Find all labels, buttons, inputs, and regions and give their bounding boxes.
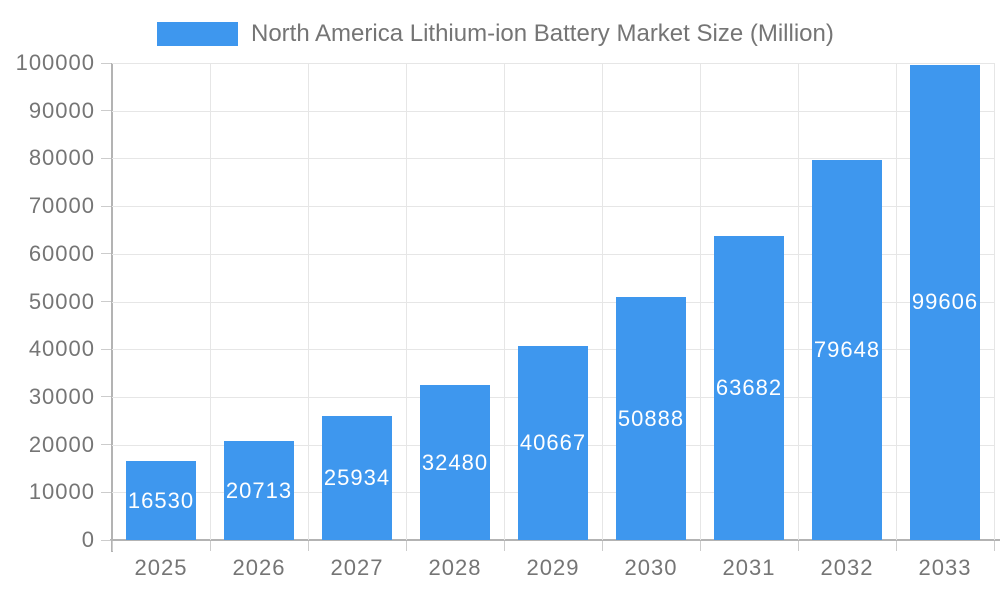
bar-value-label: 32480 <box>421 449 489 475</box>
y-gridline <box>112 158 994 160</box>
bar-value-label: 99606 <box>911 289 979 315</box>
x-axis-tick <box>503 541 505 551</box>
y-tick-label: 70000 <box>28 193 95 219</box>
x-tick-label: 2025 <box>134 555 188 580</box>
y-axis-tick <box>101 62 111 64</box>
x-gridline <box>601 63 603 540</box>
x-gridline <box>503 63 505 540</box>
x-gridline <box>993 63 995 540</box>
x-gridline <box>307 63 309 540</box>
bar <box>714 236 784 540</box>
y-axis-tick <box>101 396 111 398</box>
bar <box>616 297 686 540</box>
x-axis-line <box>110 539 1000 541</box>
x-tick-label: 2026 <box>232 555 286 580</box>
x-gridline <box>209 63 211 540</box>
bar <box>518 346 588 540</box>
x-tick-label: 2030 <box>624 555 678 580</box>
y-axis-tick <box>101 205 111 207</box>
y-tick-label: 100000 <box>15 50 95 75</box>
x-tick-label: 2031 <box>722 555 776 580</box>
y-axis-tick <box>101 539 111 541</box>
y-gridline <box>112 301 994 303</box>
y-tick-label: 90000 <box>28 97 95 123</box>
legend-swatch-icon[interactable] <box>157 22 238 46</box>
bar-value-label: 20713 <box>225 477 293 503</box>
y-tick-label: 0 <box>81 527 95 552</box>
y-gridline <box>112 110 994 112</box>
y-axis-tick <box>101 157 111 159</box>
y-axis-line <box>111 63 113 552</box>
y-tick-label: 50000 <box>28 288 95 314</box>
bar <box>126 461 196 540</box>
legend-label[interactable]: North America Lithium-ion Battery Market… <box>251 20 834 47</box>
x-axis-tick <box>405 541 407 551</box>
legend[interactable]: North America Lithium-ion Battery Market… <box>157 20 834 48</box>
bar-value-label: 79648 <box>813 337 881 363</box>
bar-value-label: 25934 <box>323 465 391 491</box>
y-tick-label: 30000 <box>28 383 95 409</box>
x-axis-tick <box>699 541 701 551</box>
y-gridline <box>112 63 994 64</box>
bar-value-label: 50888 <box>617 405 685 431</box>
x-tick-label: 2028 <box>428 555 482 580</box>
y-tick-label: 60000 <box>28 240 95 266</box>
x-tick-label: 2032 <box>820 555 874 580</box>
x-gridline <box>405 63 407 540</box>
x-tick-label: 2027 <box>330 555 384 580</box>
y-tick-label: 80000 <box>28 145 95 171</box>
x-tick-label: 2033 <box>918 555 972 580</box>
y-tick-label: 10000 <box>28 479 95 505</box>
y-axis-tick <box>101 301 111 302</box>
x-gridline <box>797 63 799 540</box>
x-tick-label: 2029 <box>526 555 580 580</box>
y-axis-tick <box>101 444 111 446</box>
plot-area: 0 10000 20000 30000 40000 50000 60000 70000 8000… <box>16 50 1000 580</box>
x-axis-tick <box>895 541 897 551</box>
y-axis-tick <box>101 491 111 493</box>
y-axis-tick <box>101 253 111 255</box>
x-gridline <box>895 63 897 540</box>
x-gridline <box>699 63 701 540</box>
y-gridline <box>112 206 994 208</box>
y-axis-tick <box>101 348 111 350</box>
bar <box>812 160 882 540</box>
x-axis-tick <box>993 541 995 551</box>
x-axis-tick <box>209 541 211 551</box>
bar <box>910 64 980 540</box>
x-axis-tick <box>797 541 799 551</box>
bar-value-label: 16530 <box>127 487 195 513</box>
y-tick-label: 40000 <box>28 336 95 362</box>
x-axis-tick <box>111 541 113 551</box>
bar <box>322 416 392 540</box>
bar <box>224 441 294 540</box>
bar-value-label: 63682 <box>715 375 783 401</box>
bar-value-label: 40667 <box>519 430 587 455</box>
x-axis-tick <box>307 541 309 551</box>
y-gridline <box>112 253 994 255</box>
x-axis-tick <box>601 541 603 551</box>
y-axis-tick <box>101 110 111 112</box>
bar <box>420 385 490 540</box>
y-tick-label: 20000 <box>28 431 95 457</box>
